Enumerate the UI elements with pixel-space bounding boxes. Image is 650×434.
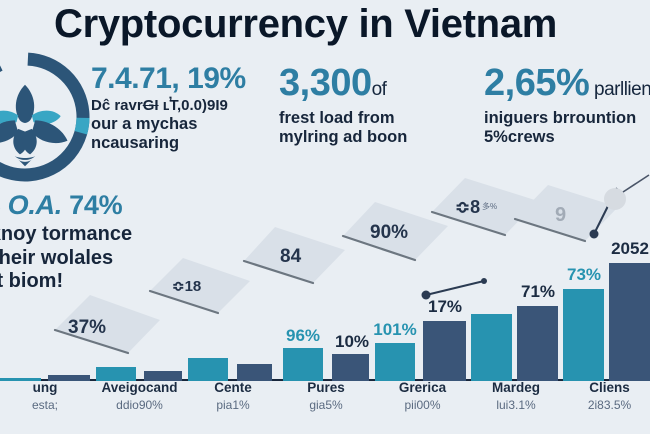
svg-text:9: 9 [555,204,566,226]
svg-text:37%: 37% [68,317,106,338]
svg-text:90%: 90% [370,222,408,243]
svg-text:多%: 多% [482,201,497,211]
svg-text:84: 84 [280,246,302,267]
svg-text:≎8: ≎8 [455,197,480,217]
svg-text:≎18: ≎18 [172,278,201,295]
